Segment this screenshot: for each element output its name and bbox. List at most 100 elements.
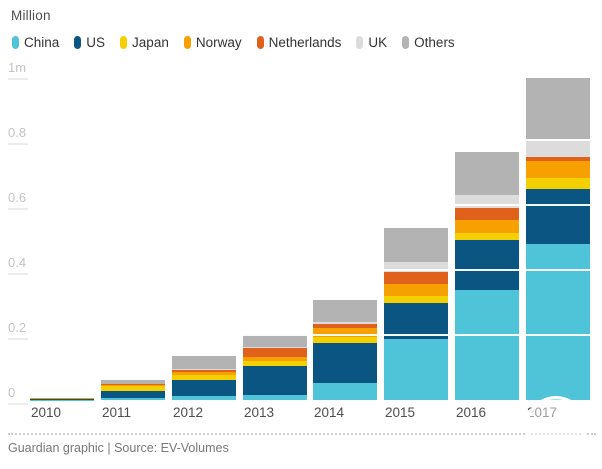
gridline-0.4 <box>28 269 594 271</box>
bar-segment-us-2015 <box>384 302 448 339</box>
plot-area: 1m 0.8 0.6 0.4 0.2 0 2010 2011 2012 2013 2014 2015 2… <box>0 60 602 420</box>
bar-segment-china-2015 <box>384 338 448 400</box>
bar-segment-norway-2013 <box>243 356 307 362</box>
x-axis-label-2011: 2011 <box>102 405 132 420</box>
bar-segment-china-2013 <box>243 395 307 401</box>
source-credit: Guardian graphic | Source: EV-Volumes <box>8 441 229 455</box>
legend-swatch-netherlands <box>256 36 264 49</box>
bar-segment-uk-2016 <box>455 195 519 209</box>
bar-segment-japan-2017 <box>526 178 590 190</box>
gridline-0.2 <box>28 334 594 336</box>
bar-segment-others-2013 <box>243 334 307 348</box>
bar-2010 <box>30 398 94 400</box>
bar-segment-netherlands-2012 <box>172 370 236 373</box>
legend-item-uk: UK <box>356 35 387 50</box>
bar-2011 <box>101 379 165 400</box>
legend-item-us: US <box>74 35 105 50</box>
legend-swatch-uk <box>356 36 364 49</box>
bar-segment-us-2017 <box>526 189 590 245</box>
bar-segment-us-2011 <box>101 391 165 399</box>
legend-label: US <box>86 35 106 50</box>
y-axis-tick-mark <box>8 403 28 405</box>
bar-segment-norway-2015 <box>384 283 448 296</box>
bar-2015 <box>384 227 448 400</box>
gridline-1 <box>28 74 594 76</box>
x-axis-label-2012: 2012 <box>173 405 204 420</box>
bar-segment-japan-2010 <box>30 398 94 400</box>
y-axis-tick-mark <box>8 208 28 210</box>
y-axis-tick-label: 0 <box>8 385 16 400</box>
bar-segment-us-2014 <box>313 343 377 384</box>
bar-segment-japan-2012 <box>172 375 236 381</box>
bar-segment-us-2013 <box>243 366 307 396</box>
bar-2014 <box>313 300 377 400</box>
bar-segment-others-2017 <box>526 77 590 140</box>
legend-label: UK <box>368 35 388 50</box>
footer-divider <box>8 433 596 435</box>
chart-legend: China US Japan Norway Netherlands UK Others <box>12 35 598 50</box>
bar-segment-netherlands-2015 <box>384 271 448 284</box>
legend-label: Japan <box>132 35 169 50</box>
x-axis-label-2010: 2010 <box>31 405 62 420</box>
bar-2017 <box>526 77 590 400</box>
bar-segment-norway-2014 <box>313 328 377 338</box>
y-axis-tick-label: 0.4 <box>8 255 27 270</box>
bar-segment-netherlands-2014 <box>313 324 377 329</box>
bar-segment-japan-2014 <box>313 337 377 344</box>
y-axis-tick-mark <box>8 338 28 340</box>
bar-segment-netherlands-2013 <box>243 348 307 357</box>
legend-swatch-china <box>12 36 19 49</box>
bar-segment-uk-2012 <box>172 369 236 371</box>
bar-segment-china-2012 <box>172 396 236 400</box>
bar-2013 <box>243 334 307 401</box>
bar-segment-uk-2011 <box>101 383 165 385</box>
gridline-0.8 <box>28 139 594 141</box>
legend-swatch-us <box>74 36 82 49</box>
bar-segment-norway-2017 <box>526 161 590 179</box>
gridline-0.6 <box>28 204 594 206</box>
bar-segment-others-2012 <box>172 356 236 370</box>
legend-label: Norway <box>195 35 242 50</box>
bar-segment-china-2014 <box>313 383 377 400</box>
bar-2016 <box>455 152 519 400</box>
legend-swatch-others <box>402 36 410 49</box>
bar-segment-netherlands-2017 <box>526 157 590 162</box>
bar-segment-uk-2015 <box>384 261 448 272</box>
y-axis-tick-label: 1m <box>8 60 27 75</box>
y-axis-tick-mark <box>8 78 28 80</box>
x-axis-label-2016: 2016 <box>456 405 487 420</box>
legend-item-netherlands: Netherlands <box>256 35 342 50</box>
legend-label: Netherlands <box>268 35 342 50</box>
bar-2012 <box>172 356 236 400</box>
legend-item-norway: Norway <box>183 35 242 50</box>
bar-segment-japan-2013 <box>243 361 307 367</box>
bar-segment-japan-2011 <box>101 386 165 392</box>
y-axis-unit-label: Million <box>11 8 51 23</box>
bar-segment-uk-2017 <box>526 139 590 158</box>
legend-label: Others <box>414 35 455 50</box>
y-axis-tick-label: 0.6 <box>8 190 27 205</box>
bar-segment-norway-2011 <box>101 385 165 387</box>
legend-label: China <box>24 35 60 50</box>
bar-segment-us-2016 <box>455 240 519 291</box>
bar-segment-china-2011 <box>101 398 165 400</box>
bar-segment-netherlands-2011 <box>101 384 165 386</box>
bar-segment-others-2011 <box>101 379 165 384</box>
legend-swatch-norway <box>183 36 191 49</box>
bar-segment-uk-2013 <box>243 347 307 349</box>
bar-segment-uk-2014 <box>313 322 377 325</box>
y-axis-tick-label: 0.8 <box>8 125 27 140</box>
bar-segment-norway-2016 <box>455 220 519 234</box>
legend-item-china: China <box>12 35 59 50</box>
bar-segment-china-2017 <box>526 244 590 400</box>
bar-segment-china-2016 <box>455 290 519 400</box>
bar-segment-others-2016 <box>455 152 519 196</box>
watermark-circle <box>525 396 587 458</box>
x-axis-label-2014: 2014 <box>314 405 345 420</box>
y-axis-tick-mark <box>8 143 28 145</box>
x-axis-label-2013: 2013 <box>244 405 275 420</box>
legend-item-others: Others <box>402 35 455 50</box>
x-axis-label-2015: 2015 <box>385 405 416 420</box>
bar-segment-netherlands-2016 <box>455 208 519 221</box>
